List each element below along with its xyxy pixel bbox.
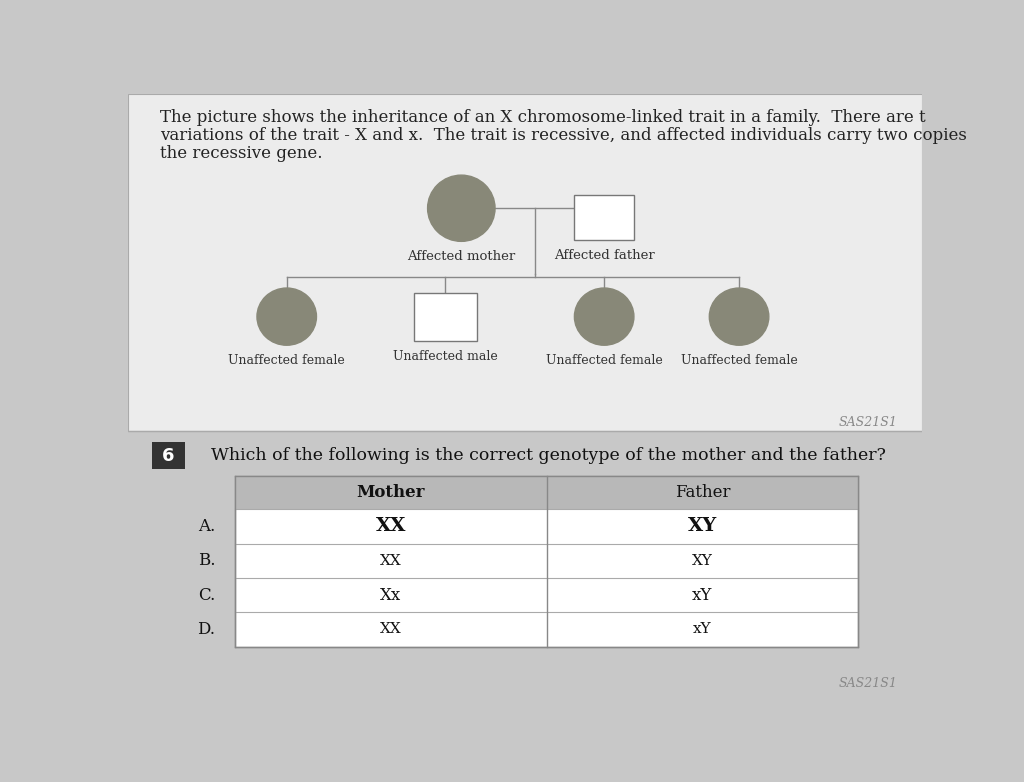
- Ellipse shape: [257, 288, 316, 345]
- Bar: [414, 292, 477, 341]
- Text: the recessive gene.: the recessive gene.: [160, 145, 323, 162]
- Text: A.: A.: [198, 518, 215, 535]
- Bar: [236, 476, 858, 647]
- Text: B.: B.: [198, 552, 215, 569]
- Text: xY: xY: [692, 586, 713, 604]
- Text: Unaffected female: Unaffected female: [546, 354, 663, 368]
- Ellipse shape: [710, 288, 769, 345]
- Text: XX: XX: [376, 518, 407, 536]
- Text: SAS21S1: SAS21S1: [839, 416, 898, 429]
- Bar: [574, 195, 634, 240]
- FancyBboxPatch shape: [128, 94, 922, 431]
- Text: Father: Father: [675, 484, 730, 501]
- Text: The picture shows the inheritance of an X chromosome-linked trait in a family.  : The picture shows the inheritance of an …: [160, 109, 926, 126]
- Text: Affected father: Affected father: [554, 249, 654, 262]
- Text: Mother: Mother: [356, 484, 425, 501]
- Text: variations of the trait - X and x.  The trait is recessive, and affected individ: variations of the trait - X and x. The t…: [160, 127, 967, 144]
- Text: Unaffected female: Unaffected female: [228, 354, 345, 368]
- Text: Which of the following is the correct genotype of the mother and the father?: Which of the following is the correct ge…: [211, 447, 886, 465]
- Ellipse shape: [428, 175, 495, 242]
- Text: XX: XX: [380, 554, 401, 568]
- Text: XY: XY: [688, 518, 717, 536]
- Bar: [152, 442, 185, 469]
- Text: Xx: Xx: [380, 586, 401, 604]
- Text: XX: XX: [380, 622, 401, 637]
- Ellipse shape: [574, 288, 634, 345]
- Bar: [236, 476, 858, 509]
- Text: XY: XY: [692, 554, 713, 568]
- Text: C.: C.: [198, 586, 215, 604]
- Text: SAS21S1: SAS21S1: [839, 677, 898, 690]
- Text: D.: D.: [198, 621, 215, 638]
- Text: Unaffected female: Unaffected female: [681, 354, 798, 368]
- Text: xY: xY: [693, 622, 712, 637]
- Text: Unaffected male: Unaffected male: [393, 350, 498, 363]
- Text: Affected mother: Affected mother: [408, 250, 515, 264]
- Text: 6: 6: [162, 447, 175, 465]
